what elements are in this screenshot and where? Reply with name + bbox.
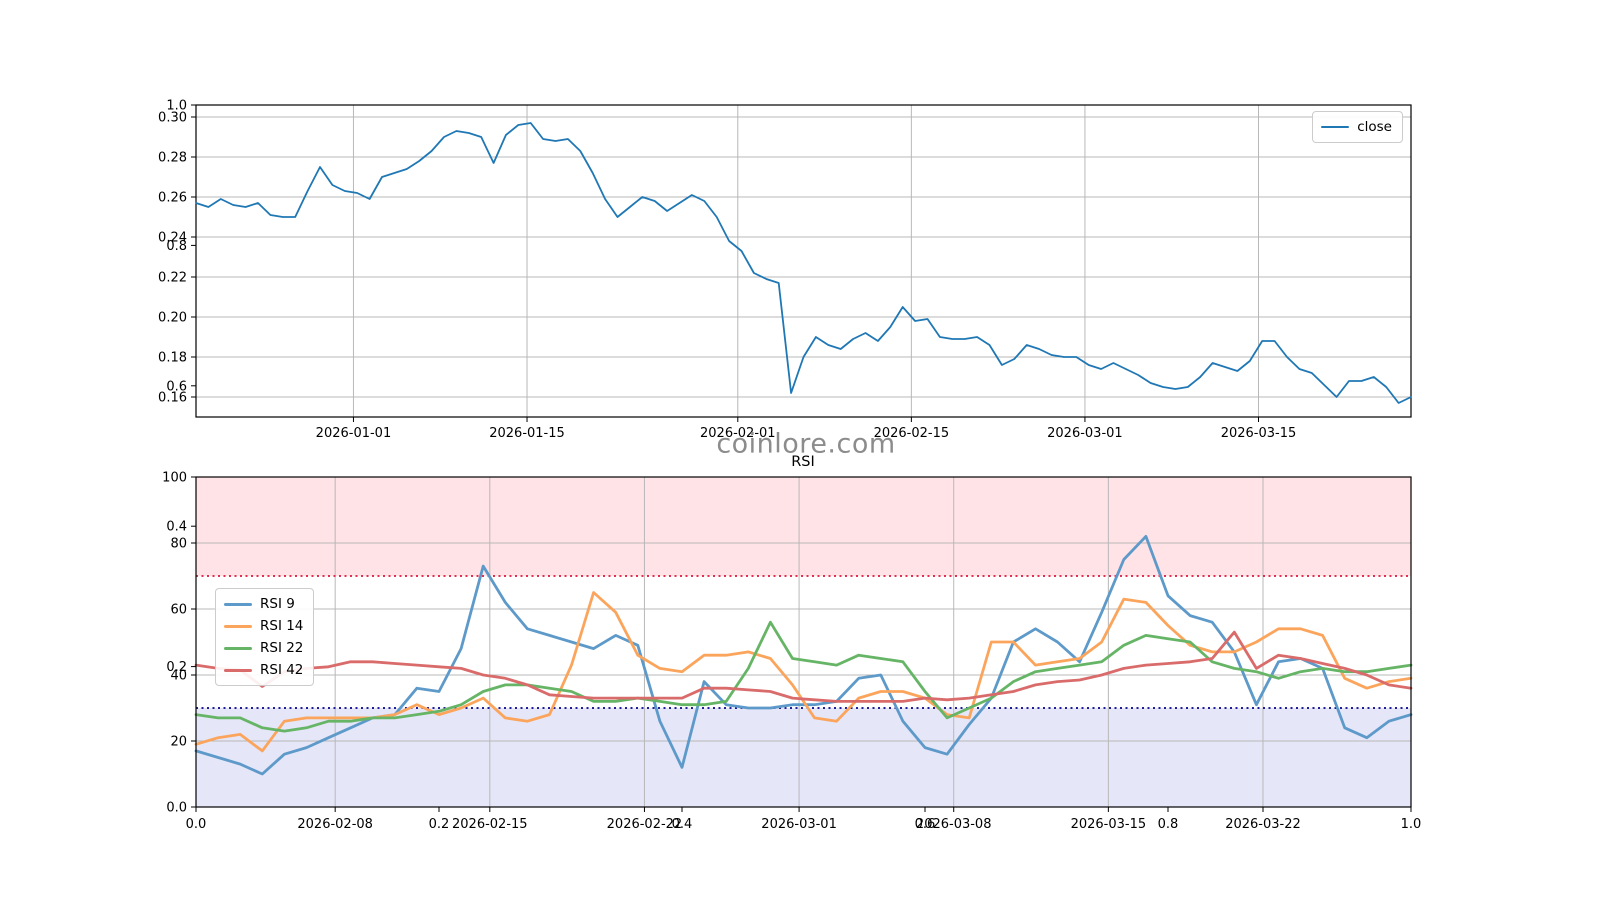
legend-item-rsi-22: RSI 22 bbox=[224, 637, 303, 659]
legend-label: RSI 14 bbox=[260, 618, 304, 634]
hidden-axis-xtick-label: 0.0 bbox=[186, 817, 207, 832]
legend-item-rsi-14: RSI 14 bbox=[224, 615, 303, 637]
rsi-axes-frame bbox=[195, 476, 1412, 808]
rsi-14-line bbox=[194, 591, 1413, 753]
rsi-xtick-label: 2026-02-15 bbox=[452, 817, 528, 832]
price-xtick-label: 2026-03-01 bbox=[1047, 426, 1123, 441]
rsi-oversold-band bbox=[196, 708, 1411, 807]
legend-label: RSI 22 bbox=[260, 640, 304, 656]
close-line-swatch bbox=[1321, 126, 1350, 128]
price-legend: close bbox=[1312, 111, 1403, 143]
hidden-axis-xtick-label: 0.8 bbox=[1158, 817, 1179, 832]
price-ytick-label: 0.30 bbox=[158, 111, 187, 126]
price-xtick-label: 2026-02-01 bbox=[700, 426, 776, 441]
hidden-axis-ytick-label: 0.6 bbox=[166, 379, 187, 394]
rsi-xtick-label: 2026-03-08 bbox=[916, 817, 992, 832]
rsi-42-swatch bbox=[224, 668, 252, 672]
hidden-axis-ytick-label: 0.2 bbox=[166, 660, 187, 675]
rsi-ytick-label: 100 bbox=[162, 471, 187, 486]
close-line bbox=[195, 122, 1412, 404]
price-axes-frame bbox=[195, 104, 1412, 418]
legend-label: RSI 42 bbox=[260, 662, 304, 678]
price-ytick-label: 0.28 bbox=[158, 151, 187, 166]
rsi-legend: RSI 9 RSI 14 RSI 22 RSI 42 bbox=[215, 588, 315, 686]
price-xtick-label: 2026-03-15 bbox=[1221, 426, 1297, 441]
legend-item-rsi-9: RSI 9 bbox=[224, 593, 303, 615]
rsi-ytick-label: 20 bbox=[170, 735, 187, 750]
rsi-9-swatch bbox=[224, 602, 252, 606]
hidden-axis-xtick-label: 1.0 bbox=[1401, 817, 1422, 832]
legend-label: RSI 9 bbox=[260, 596, 295, 612]
rsi-xtick-label: 2026-03-22 bbox=[1225, 817, 1301, 832]
rsi-xtick-label: 2026-03-01 bbox=[761, 817, 837, 832]
rsi-22-swatch bbox=[224, 646, 252, 650]
rsi-overbought-band bbox=[196, 477, 1411, 576]
rsi-xtick-label: 2026-02-08 bbox=[297, 817, 373, 832]
rsi-xtick-label: 2026-02-22 bbox=[607, 817, 683, 832]
hidden-axis-ytick-label: 0.4 bbox=[166, 520, 187, 535]
hidden-axis-ytick-label: 0.0 bbox=[166, 801, 187, 816]
rsi-ytick-label: 80 bbox=[170, 537, 187, 552]
price-ytick-label: 0.22 bbox=[158, 271, 187, 286]
rsi-chart-title: RSI bbox=[791, 454, 815, 470]
hidden-axis-ytick-label: 1.0 bbox=[166, 99, 187, 114]
watermark: coinlore.com bbox=[716, 428, 896, 460]
rsi-9-line bbox=[194, 535, 1413, 776]
legend-item-close: close bbox=[1321, 116, 1392, 138]
rsi-ytick-label: 60 bbox=[170, 603, 187, 618]
hidden-axis-xtick-label: 0.6 bbox=[915, 817, 936, 832]
rsi-ytick-label: 40 bbox=[170, 669, 187, 684]
rsi-xtick-label: 2026-03-15 bbox=[1071, 817, 1147, 832]
rsi-14-swatch bbox=[224, 624, 252, 628]
legend-label-close: close bbox=[1357, 119, 1392, 135]
rsi-42-line bbox=[194, 630, 1413, 703]
hidden-axis-xtick-label: 0.4 bbox=[672, 817, 693, 832]
price-xtick-label: 2026-01-15 bbox=[489, 426, 565, 441]
legend-item-rsi-42: RSI 42 bbox=[224, 659, 303, 681]
price-ytick-label: 0.20 bbox=[158, 311, 187, 326]
hidden-axis-xtick-label: 0.2 bbox=[429, 817, 450, 832]
price-ytick-label: 0.16 bbox=[158, 391, 187, 406]
price-ytick-label: 0.18 bbox=[158, 351, 187, 366]
price-ytick-label: 0.24 bbox=[158, 231, 187, 246]
price-xtick-label: 2026-02-15 bbox=[874, 426, 950, 441]
hidden-axis-ytick-label: 0.8 bbox=[166, 239, 187, 254]
price-ytick-label: 0.26 bbox=[158, 191, 187, 206]
price-xtick-label: 2026-01-01 bbox=[316, 426, 392, 441]
